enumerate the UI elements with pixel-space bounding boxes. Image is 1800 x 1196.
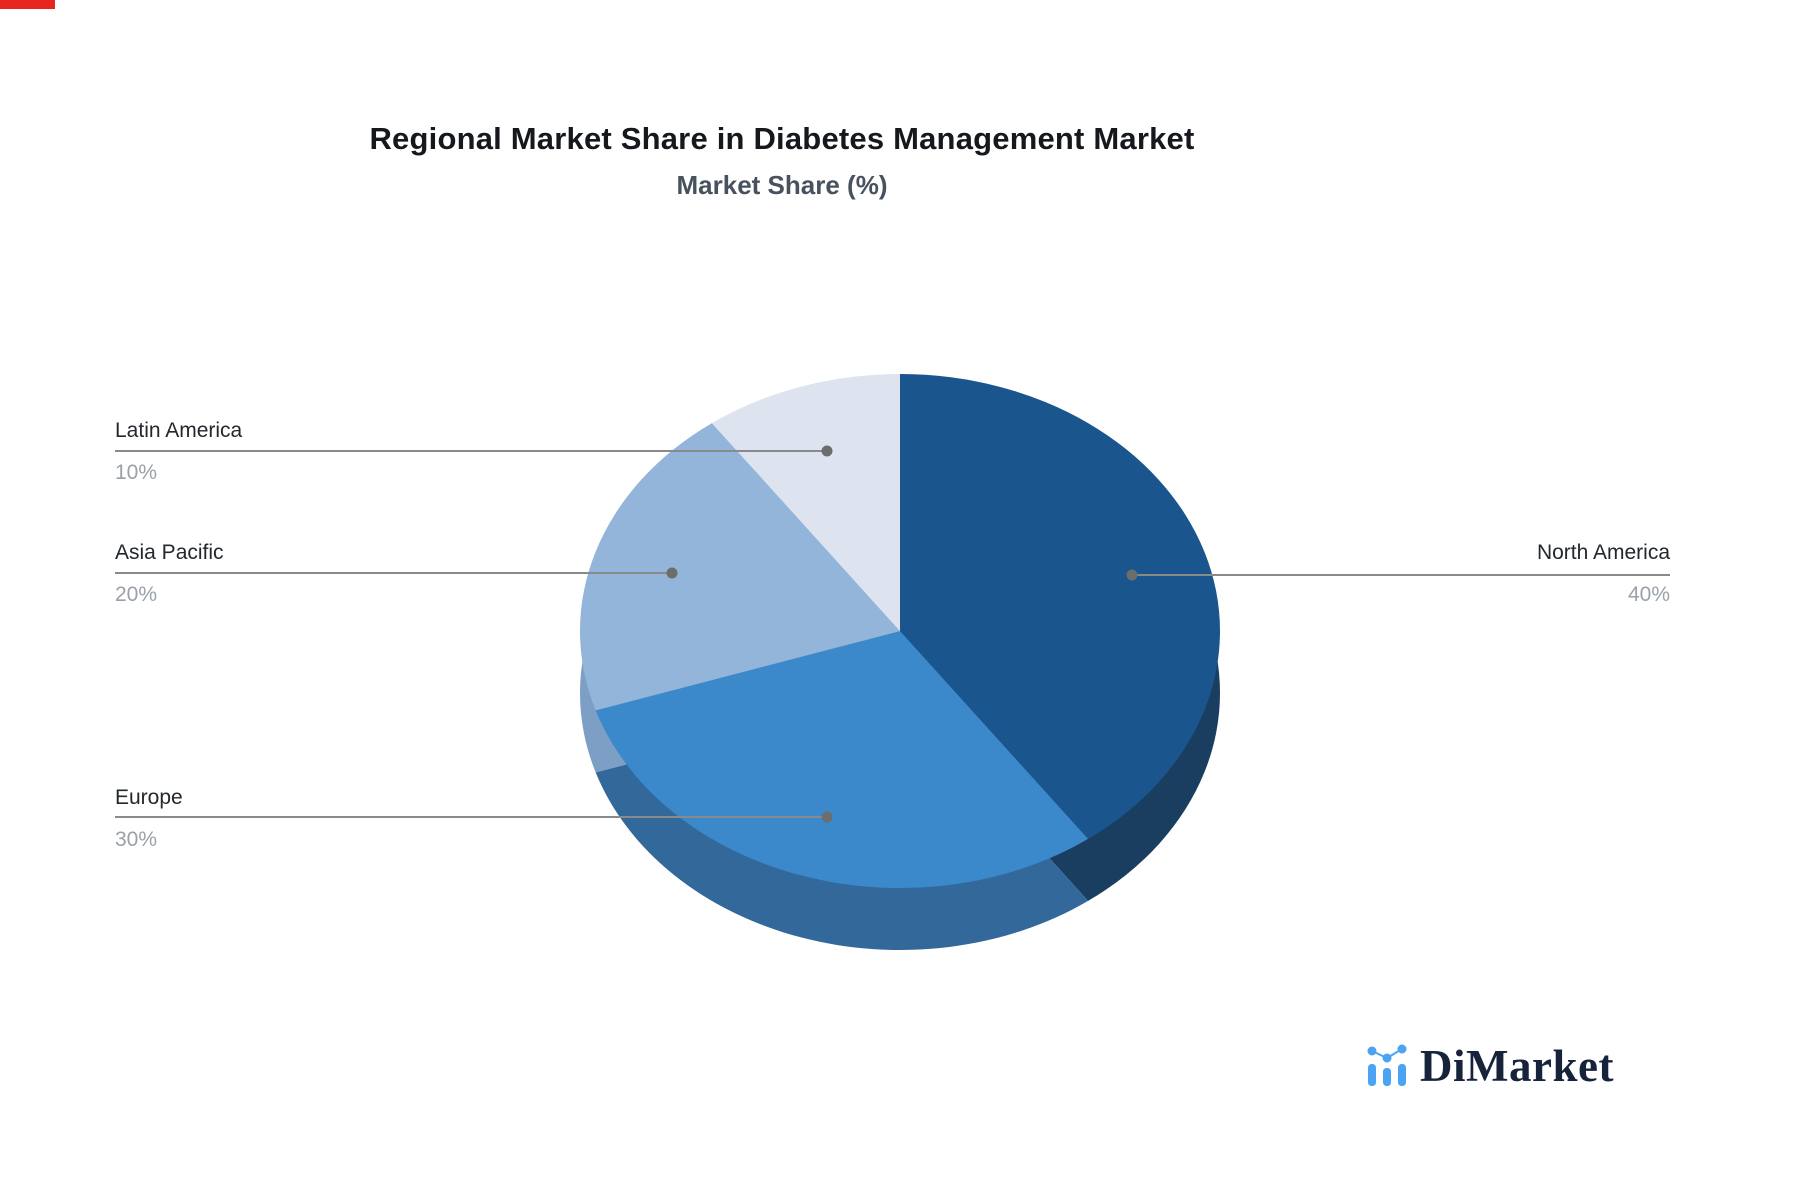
chart-title: Regional Market Share in Diabetes Manage… (369, 121, 1195, 156)
callout-dot-north-america (1126, 569, 1138, 581)
slice-value-north-america: 40% (1627, 583, 1670, 606)
slice-value-latin-america: 10% (115, 461, 158, 484)
logo-bar-2 (1383, 1068, 1391, 1086)
callout-dot-asia-pacific (666, 567, 678, 579)
callout-north-america: North America 40% (1537, 540, 1670, 608)
chart-subtitle: Market Share (%) (676, 170, 888, 200)
logo-dot-2 (1382, 1053, 1392, 1063)
callout-latin-america: Latin America 10% (115, 418, 242, 486)
callout-asia-pacific: Asia Pacific 20% (115, 540, 224, 608)
callout-europe: Europe 30% (115, 785, 183, 853)
slice-label-north-america: North America (1536, 541, 1670, 564)
slice-value-asia-pacific: 20% (115, 583, 158, 606)
callout-lines (115, 445, 1670, 823)
logo-dot-3 (1397, 1044, 1407, 1054)
brand-name: DiMarket (1420, 1041, 1614, 1091)
callout-dot-latin-america (821, 445, 833, 457)
slice-label-asia-pacific: Asia Pacific (115, 541, 224, 564)
callout-dot-europe (821, 811, 833, 823)
browser-artifact-red-strip (0, 0, 55, 9)
logo-bar-1 (1368, 1064, 1376, 1086)
logo-dot-1 (1367, 1046, 1377, 1056)
bar-line-chart-icon (1367, 1044, 1407, 1086)
logo-bar-3 (1398, 1064, 1406, 1086)
slice-value-europe: 30% (115, 828, 158, 851)
pie-slice-asia-pacific[interactable] (579, 423, 900, 711)
brand-logo: DiMarket (1367, 1042, 1614, 1090)
pie-slices (579, 373, 1221, 889)
pie-slice-latin-america[interactable] (711, 374, 900, 631)
pie-slice-europe[interactable] (595, 631, 1089, 889)
slice-label-latin-america: Latin America (115, 419, 243, 442)
pie-slice-north-america[interactable] (900, 373, 1221, 839)
slice-label-europe: Europe (115, 786, 183, 809)
